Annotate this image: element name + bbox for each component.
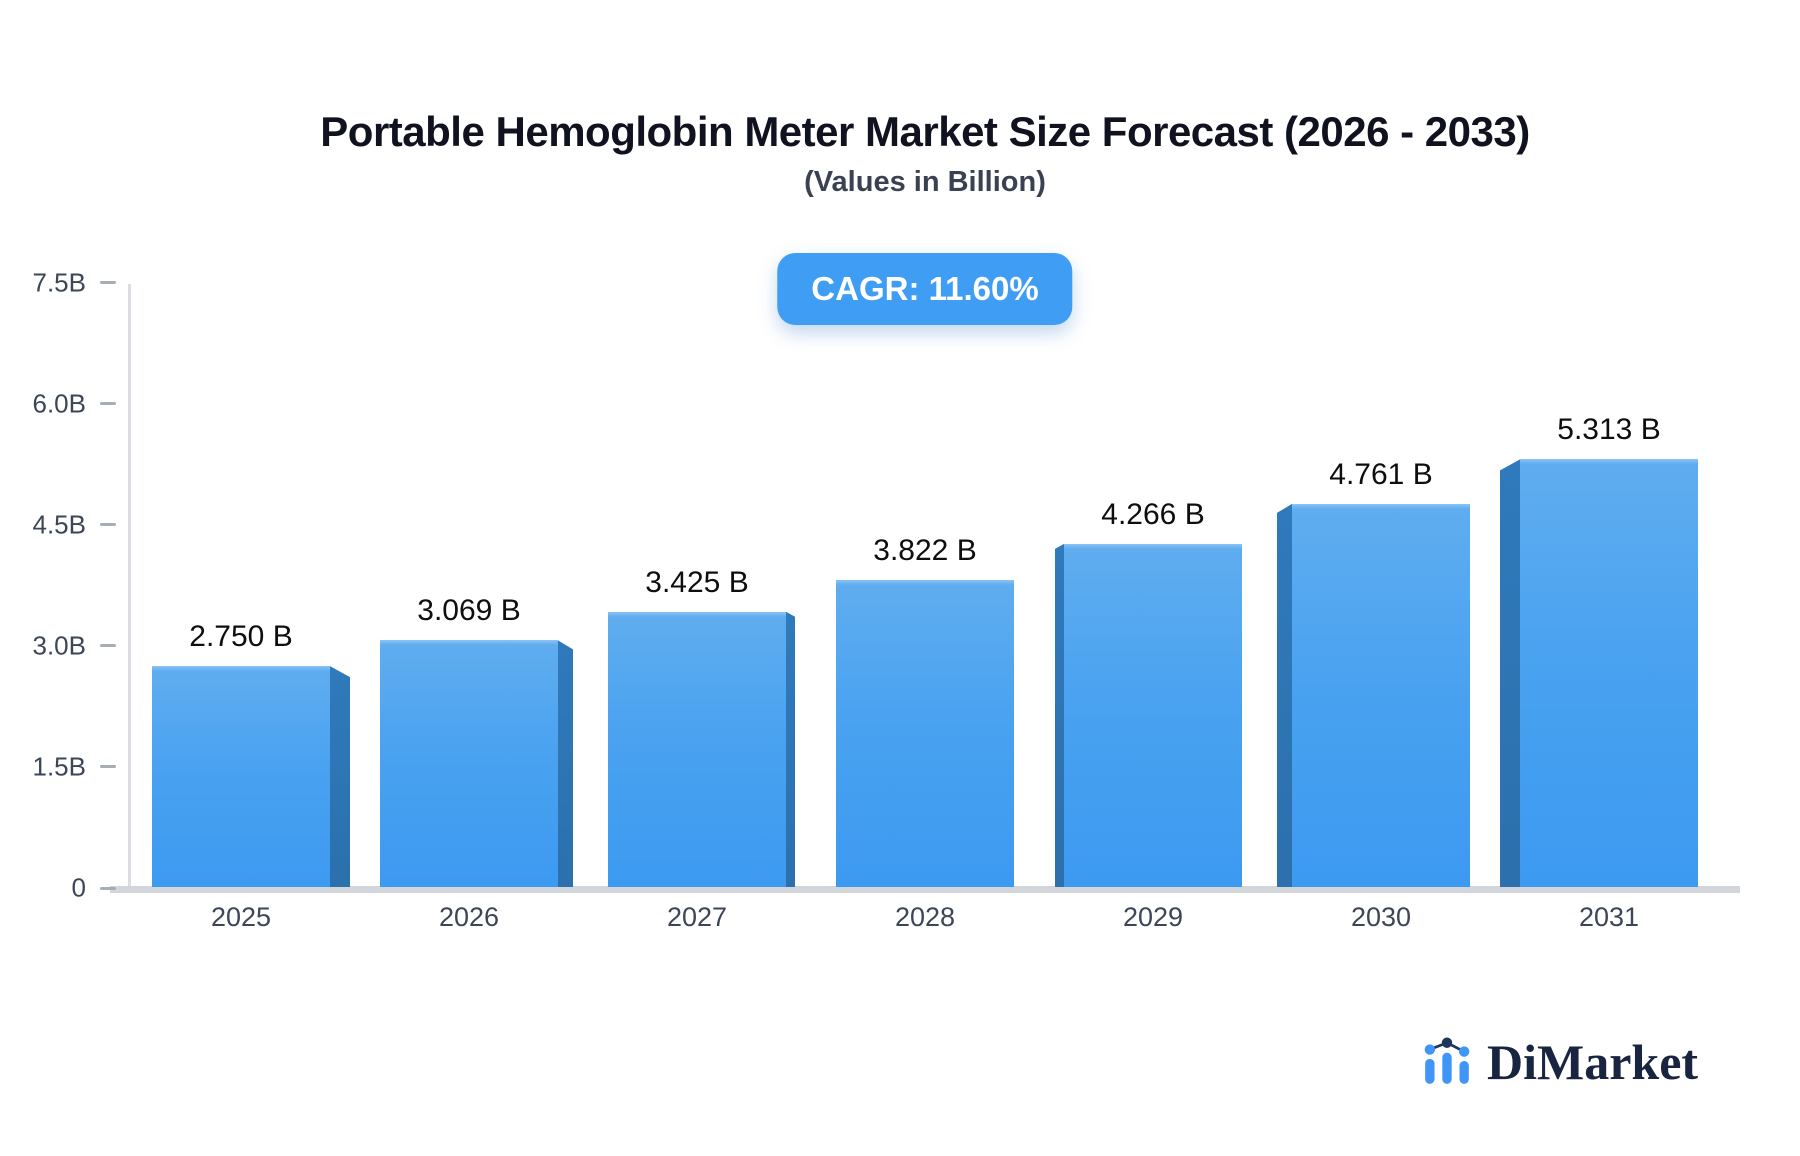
x-tick-label: 2031: [1578, 902, 1640, 932]
bar-2031: [1520, 459, 1698, 887]
x-tick-label: 2030: [1350, 902, 1412, 932]
bar-side-face: [558, 640, 573, 887]
bar-value-label: 3.425 B: [645, 565, 749, 599]
bar-side-face: [1055, 543, 1064, 887]
x-tick-label: 2027: [666, 902, 728, 932]
x-tick-label: 2025: [210, 902, 272, 932]
bar-side-face: [1277, 503, 1292, 887]
bar-2026: [380, 640, 558, 887]
y-axis-line: [128, 284, 131, 893]
bar-value-label: 3.822 B: [873, 533, 977, 567]
bar-value-label: 2.750 B: [189, 620, 293, 654]
bar-2029: [1064, 543, 1242, 887]
y-tick-mark: [100, 523, 116, 527]
cagr-badge-label: CAGR: 11.60%: [811, 270, 1039, 307]
brand-logo-text: DiMarket: [1487, 1034, 1699, 1090]
bar-2025: [152, 666, 330, 887]
cagr-badge: CAGR: 11.60%: [777, 253, 1073, 325]
x-tick-label: 2028: [894, 902, 956, 932]
bar-value-label: 5.313 B: [1557, 413, 1661, 447]
x-tick-label: 2026: [438, 902, 500, 932]
x-tick-label: 2029: [1122, 902, 1184, 932]
y-tick-mark: [100, 886, 116, 890]
bar-side-face: [1500, 459, 1520, 887]
y-tick-mark: [100, 402, 116, 406]
chart-subtitle: (Values in Billion): [804, 166, 1046, 198]
bar-2028: [836, 579, 1014, 887]
bar-value-label: 4.761 B: [1329, 457, 1433, 491]
bar-chart-logo-icon: [1424, 1037, 1470, 1084]
y-tick-label: 6.0B: [32, 388, 87, 419]
bar-side-face: [786, 611, 795, 887]
y-tick-label: 4.5B: [32, 509, 87, 540]
bar-2030: [1292, 503, 1470, 887]
bar-side-face: [330, 666, 350, 887]
chart-title: Portable Hemoglobin Meter Market Size Fo…: [320, 108, 1530, 155]
y-tick-mark: [100, 765, 116, 769]
y-tick-mark: [100, 644, 116, 648]
y-tick-label: 7.5B: [32, 267, 87, 298]
x-axis-baseline: [110, 886, 1740, 893]
y-tick-mark: [100, 281, 116, 285]
brand-logo: DiMarket: [1421, 1036, 1698, 1088]
y-tick-label: 3.0B: [32, 630, 87, 661]
bar-value-label: 3.069 B: [417, 594, 521, 628]
y-tick-label: 1.5B: [32, 751, 87, 782]
bar-value-label: 4.266 B: [1101, 497, 1205, 531]
bar-2027: [608, 611, 786, 887]
y-tick-label: 0: [71, 872, 86, 903]
